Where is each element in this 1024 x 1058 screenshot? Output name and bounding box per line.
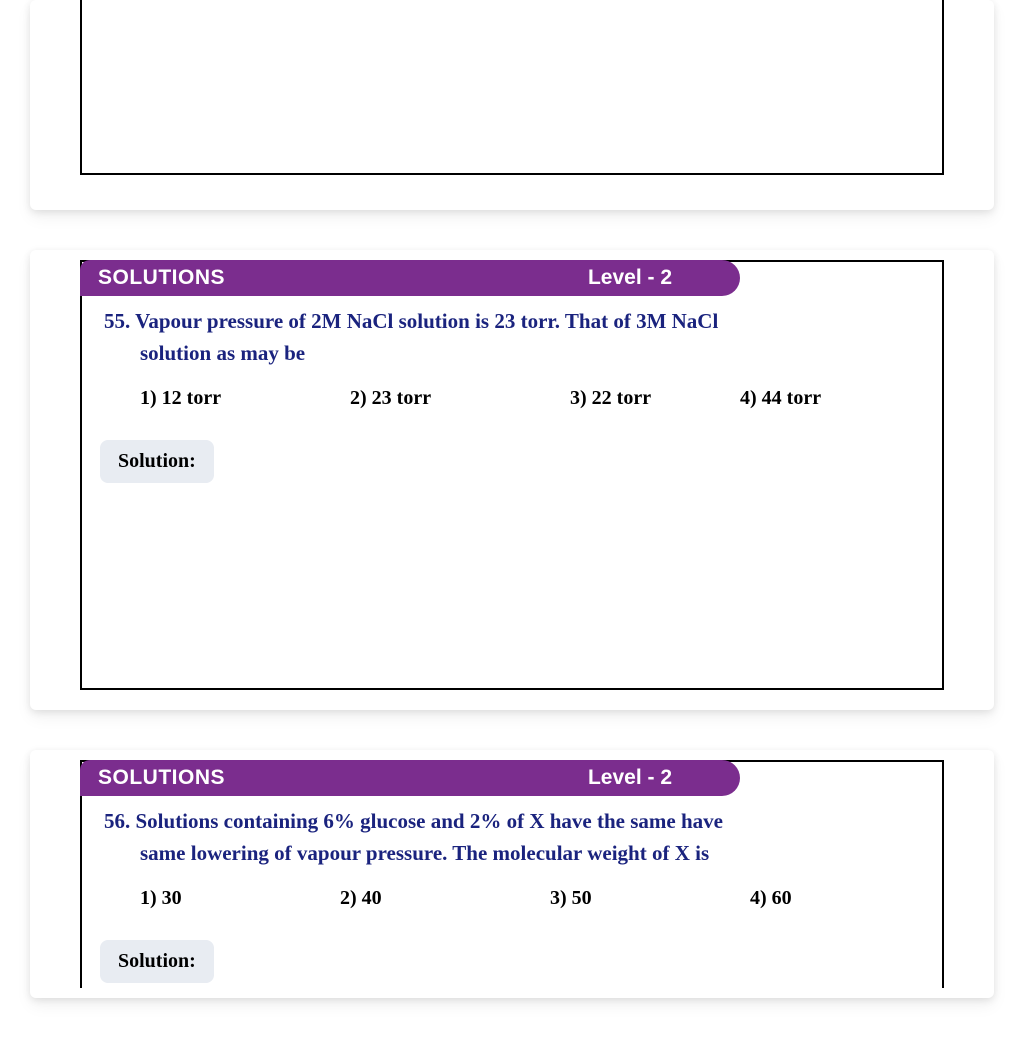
question-line1: Vapour pressure of 2M NaCl solution is 2… — [135, 309, 718, 333]
question-card-55: SOLUTIONS Level - 2 55. Vapour pressure … — [30, 250, 994, 710]
question-body: 55. Vapour pressure of 2M NaCl solution … — [82, 296, 942, 369]
option-3[interactable]: 3) 50 — [550, 887, 750, 910]
option-4[interactable]: 4) 44 torr — [740, 387, 821, 410]
header-row: SOLUTIONS Level - 2 — [80, 760, 940, 796]
empty-card — [30, 0, 994, 210]
header-level: Level - 2 — [520, 760, 740, 796]
question-line1: Solutions containing 6% glucose and 2% o… — [136, 809, 723, 833]
option-2[interactable]: 2) 40 — [340, 887, 550, 910]
question-inner-55: SOLUTIONS Level - 2 55. Vapour pressure … — [80, 260, 944, 690]
header-row: SOLUTIONS Level - 2 — [80, 260, 940, 296]
options-row: 1) 30 2) 40 3) 50 4) 60 — [82, 869, 942, 910]
option-1[interactable]: 1) 12 torr — [140, 387, 350, 410]
header-subject: SOLUTIONS — [80, 760, 520, 796]
header-level: Level - 2 — [520, 260, 740, 296]
question-number: 55. — [104, 309, 130, 333]
question-text: 56. Solutions containing 6% glucose and … — [104, 806, 920, 869]
header-subject: SOLUTIONS — [80, 260, 520, 296]
option-2[interactable]: 2) 23 torr — [350, 387, 570, 410]
question-inner-56: SOLUTIONS Level - 2 56. Solutions contai… — [80, 760, 944, 988]
option-1[interactable]: 1) 30 — [140, 887, 340, 910]
question-card-56: SOLUTIONS Level - 2 56. Solutions contai… — [30, 750, 994, 998]
solution-label: Solution: — [100, 440, 214, 483]
empty-inner-box — [80, 0, 944, 175]
page-container: SOLUTIONS Level - 2 55. Vapour pressure … — [0, 0, 1024, 998]
question-line2: solution as may be — [104, 338, 920, 370]
question-text: 55. Vapour pressure of 2M NaCl solution … — [104, 306, 920, 369]
options-row: 1) 12 torr 2) 23 torr 3) 22 torr 4) 44 t… — [82, 369, 942, 410]
question-line2: same lowering of vapour pressure. The mo… — [104, 838, 920, 870]
option-4[interactable]: 4) 60 — [750, 887, 792, 910]
solution-label: Solution: — [100, 940, 214, 983]
option-3[interactable]: 3) 22 torr — [570, 387, 740, 410]
question-body: 56. Solutions containing 6% glucose and … — [82, 796, 942, 869]
question-number: 56. — [104, 809, 130, 833]
